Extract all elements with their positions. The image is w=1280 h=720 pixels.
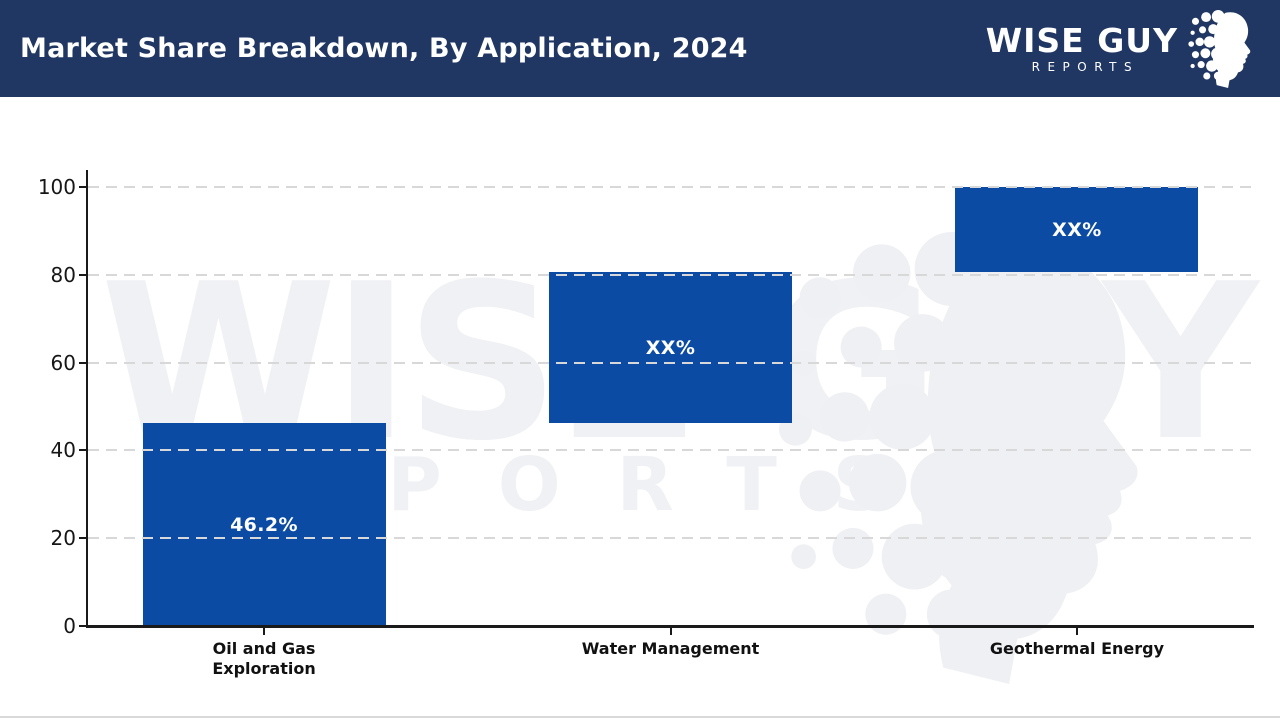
x-tick-mark <box>669 626 672 635</box>
bar-value-label: 46.2% <box>230 513 298 536</box>
x-category-label: Oil and Gas Exploration <box>212 639 316 678</box>
bottom-border <box>0 716 1280 718</box>
wiseguy-logo-text: WISE GUY REPORTS <box>986 24 1178 73</box>
gridline <box>88 273 1253 276</box>
y-tick-mark <box>79 625 88 627</box>
y-tick-mark <box>79 537 88 540</box>
watermark-head-icon <box>778 232 1138 684</box>
y-tick-label: 60 <box>50 350 76 375</box>
y-tick-label: 40 <box>50 438 76 463</box>
gridline <box>88 361 1253 364</box>
wiseguy-head-icon <box>1188 9 1251 88</box>
x-category-label: Geothermal Energy <box>989 639 1165 658</box>
logo-subtitle: REPORTS <box>1031 60 1140 74</box>
bar-segment: 46.2% <box>142 423 386 626</box>
wiseguy-logo: WISE GUY REPORTS <box>986 9 1258 88</box>
y-tick-label: 100 <box>37 175 76 199</box>
x-tick-mark <box>263 626 266 635</box>
y-tick-mark <box>79 449 88 452</box>
bar-segment: XX% <box>955 187 1199 273</box>
y-tick-mark <box>79 361 88 364</box>
bar-value-label: XX% <box>1052 218 1102 241</box>
bar-value-label: XX% <box>645 336 696 359</box>
y-tick-mark <box>79 273 88 276</box>
x-category-label: Water Management <box>581 639 760 658</box>
y-tick-label: 0 <box>63 614 76 638</box>
gridline <box>88 186 1253 188</box>
y-tick-label: 20 <box>50 526 76 551</box>
header-bar: Market Share Breakdown, By Application, … <box>0 0 1280 97</box>
logo-wordmark: WISE GUY <box>985 21 1178 60</box>
page-title: Market Share Breakdown, By Application, … <box>20 33 748 64</box>
y-tick-mark <box>79 186 88 188</box>
y-tick-label: 80 <box>50 262 76 287</box>
y-axis-line <box>86 170 88 628</box>
x-axis-line <box>86 625 1254 628</box>
gridline <box>88 449 1253 452</box>
gridline <box>88 537 1253 540</box>
bar-segment: XX% <box>549 272 792 424</box>
